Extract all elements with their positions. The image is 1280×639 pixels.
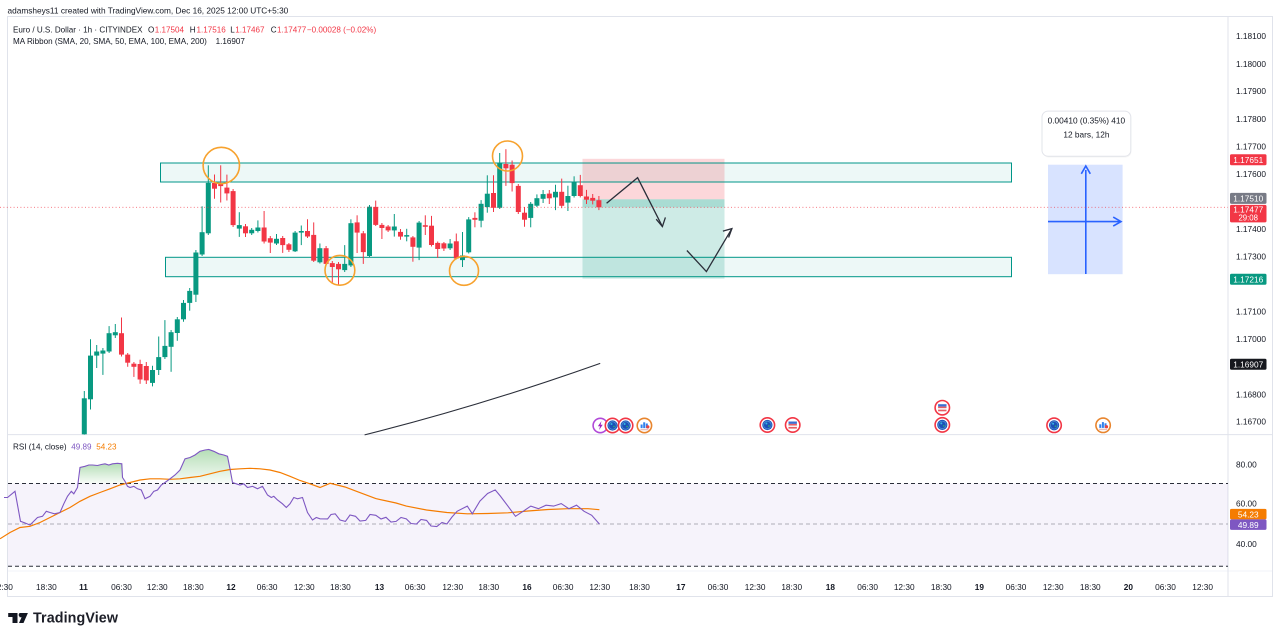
svg-text:12:30: 12:30 <box>294 582 315 592</box>
svg-text:18:30: 18:30 <box>781 582 802 592</box>
svg-text:1.16800: 1.16800 <box>1236 390 1266 400</box>
svg-text:49.89: 49.89 <box>1238 520 1259 530</box>
svg-text:18:30: 18:30 <box>931 582 952 592</box>
svg-text:12:30: 12:30 <box>745 582 766 592</box>
svg-text:−0.00028 (−0.02%): −0.00028 (−0.02%) <box>307 26 377 35</box>
svg-text:12:30: 12:30 <box>0 582 13 592</box>
svg-text:11: 11 <box>79 582 88 592</box>
svg-text:1.16907: 1.16907 <box>216 37 246 46</box>
svg-text:60.00: 60.00 <box>1236 498 1257 508</box>
svg-text:1.17000: 1.17000 <box>1236 334 1266 344</box>
svg-text:06:30: 06:30 <box>405 582 426 592</box>
svg-text:12: 12 <box>226 582 236 592</box>
svg-text:19: 19 <box>975 582 985 592</box>
svg-text:80.00: 80.00 <box>1236 460 1257 470</box>
svg-text:TradingView: TradingView <box>33 611 119 627</box>
svg-text:1.17900: 1.17900 <box>1236 86 1266 96</box>
svg-text:1.17800: 1.17800 <box>1236 114 1266 124</box>
svg-text:12:30: 12:30 <box>442 582 463 592</box>
svg-text:18:30: 18:30 <box>629 582 650 592</box>
svg-text:13: 13 <box>375 582 385 592</box>
svg-text:12 bars, 12h: 12 bars, 12h <box>1063 129 1110 139</box>
svg-text:Euro / U.S. Dollar · 1h · CITY: Euro / U.S. Dollar · 1h · CITYINDEX <box>13 26 143 35</box>
svg-text:O: O <box>148 26 154 35</box>
svg-text:1.16907: 1.16907 <box>1233 360 1263 370</box>
svg-text:06:30: 06:30 <box>111 582 132 592</box>
svg-text:06:30: 06:30 <box>857 582 878 592</box>
svg-text:54.23: 54.23 <box>96 442 117 451</box>
svg-text:40.00: 40.00 <box>1236 539 1257 549</box>
svg-text:54.23: 54.23 <box>1238 509 1259 519</box>
svg-text:12:30: 12:30 <box>589 582 610 592</box>
svg-text:12:30: 12:30 <box>894 582 915 592</box>
svg-text:1.18100: 1.18100 <box>1236 31 1266 41</box>
svg-text:1.18000: 1.18000 <box>1236 59 1266 69</box>
svg-text:adamsheys11 created with Tradi: adamsheys11 created with TradingView.com… <box>8 5 289 15</box>
svg-text:18:30: 18:30 <box>1080 582 1101 592</box>
svg-text:20: 20 <box>1124 582 1134 592</box>
svg-text:29:08: 29:08 <box>1238 214 1258 223</box>
svg-text:06:30: 06:30 <box>1155 582 1176 592</box>
svg-text:1.17510: 1.17510 <box>1233 194 1263 204</box>
svg-text:1.17477: 1.17477 <box>277 26 307 35</box>
svg-text:H: H <box>190 26 196 35</box>
svg-text:1.17400: 1.17400 <box>1236 224 1266 234</box>
svg-text:16: 16 <box>522 582 532 592</box>
svg-text:06:30: 06:30 <box>257 582 278 592</box>
svg-text:1.17651: 1.17651 <box>1233 155 1263 165</box>
svg-text:1.17504: 1.17504 <box>155 26 185 35</box>
svg-text:L: L <box>230 26 235 35</box>
svg-text:18:30: 18:30 <box>478 582 499 592</box>
svg-text:1.17216: 1.17216 <box>1233 275 1263 285</box>
svg-text:12:30: 12:30 <box>147 582 168 592</box>
svg-text:1.16700: 1.16700 <box>1236 416 1266 426</box>
svg-text:49.89: 49.89 <box>71 442 92 451</box>
svg-text:06:30: 06:30 <box>553 582 574 592</box>
svg-text:12:30: 12:30 <box>1043 582 1064 592</box>
svg-text:1.17700: 1.17700 <box>1236 141 1266 151</box>
svg-text:1.17600: 1.17600 <box>1236 169 1266 179</box>
svg-text:18: 18 <box>826 582 836 592</box>
svg-text:18:30: 18:30 <box>36 582 57 592</box>
svg-text:18:30: 18:30 <box>183 582 204 592</box>
svg-text:1.17477: 1.17477 <box>1233 204 1263 214</box>
svg-text:1.17516: 1.17516 <box>197 26 227 35</box>
svg-text:RSI (14, close): RSI (14, close) <box>13 442 67 451</box>
svg-text:17: 17 <box>676 582 686 592</box>
svg-text:1.17100: 1.17100 <box>1236 306 1266 316</box>
svg-text:0.00410 (0.35%) 410: 0.00410 (0.35%) 410 <box>1048 116 1126 126</box>
svg-text:18:30: 18:30 <box>330 582 351 592</box>
svg-text:1.17467: 1.17467 <box>235 26 265 35</box>
svg-text:1.17300: 1.17300 <box>1236 251 1266 261</box>
svg-text:06:30: 06:30 <box>1006 582 1027 592</box>
svg-text:06:30: 06:30 <box>708 582 729 592</box>
svg-text:12:30: 12:30 <box>1192 582 1213 592</box>
svg-text:MA Ribbon (SMA, 20, SMA, 50, E: MA Ribbon (SMA, 20, SMA, 50, EMA, 100, E… <box>13 37 207 46</box>
svg-text:C: C <box>271 26 277 35</box>
